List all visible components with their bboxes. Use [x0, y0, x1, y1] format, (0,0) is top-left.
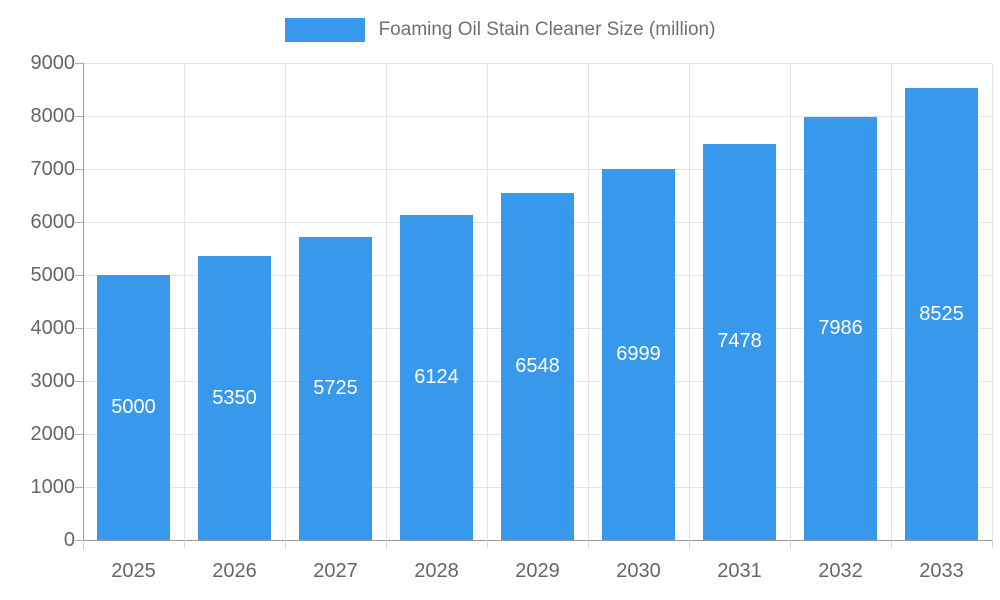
y-axis-tick	[75, 434, 83, 435]
x-axis-line	[75, 540, 992, 541]
gridline-vertical	[486, 63, 488, 540]
y-axis-tick	[75, 63, 83, 64]
bar-value-label: 5725	[313, 376, 358, 399]
y-axis-tick	[75, 487, 83, 488]
x-axis-label: 2033	[919, 560, 964, 582]
y-axis-label: 2000	[30, 423, 76, 445]
x-axis-label: 2027	[313, 560, 358, 582]
bar[interactable]: 7478	[703, 143, 776, 540]
x-axis-tick	[891, 540, 892, 548]
y-axis-label: 8000	[30, 105, 76, 127]
x-axis-tick	[487, 540, 488, 548]
gridline-vertical	[789, 63, 791, 540]
bar[interactable]: 6124	[400, 215, 473, 540]
gridline-vertical	[890, 63, 892, 540]
y-axis-label: 6000	[30, 211, 76, 233]
plot-area: 5000 5350 5725 6124 6548 6999 7478 7986 8525	[75, 62, 993, 549]
y-axis-label: 7000	[30, 158, 76, 180]
bar-value-label: 7986	[818, 316, 863, 339]
x-axis-tick	[184, 540, 185, 548]
gridline-vertical	[385, 63, 387, 540]
bar[interactable]: 7986	[804, 116, 877, 540]
legend-label: Foaming Oil Stain Cleaner Size (million)	[378, 19, 716, 40]
x-axis-tick	[992, 540, 993, 548]
bar-value-label: 6999	[616, 343, 661, 366]
bar-value-label: 6548	[515, 354, 560, 377]
legend: Foaming Oil Stain Cleaner Size (million)	[0, 18, 1000, 42]
y-axis-label: 4000	[30, 317, 76, 339]
x-axis-tick	[386, 540, 387, 548]
y-axis-label: 1000	[30, 476, 76, 498]
y-axis-tick	[75, 540, 83, 541]
gridline-vertical	[991, 63, 993, 540]
x-axis-tick	[83, 540, 84, 548]
x-axis-tick	[790, 540, 791, 548]
x-axis-label: 2031	[717, 560, 762, 582]
bar-value-label: 7478	[717, 330, 762, 353]
x-axis-label: 2026	[212, 560, 257, 582]
x-axis-label: 2032	[818, 560, 863, 582]
y-axis-tick	[75, 169, 83, 170]
y-axis-label: 5000	[30, 264, 76, 286]
bar[interactable]: 5000	[97, 275, 170, 540]
bar-value-label: 5000	[111, 396, 156, 418]
bar[interactable]: 6999	[602, 169, 675, 540]
bar[interactable]: 5350	[198, 256, 271, 540]
legend-item[interactable]: Foaming Oil Stain Cleaner Size (million)	[284, 18, 716, 42]
x-axis-tick	[588, 540, 589, 548]
bar[interactable]: 6548	[501, 192, 574, 540]
gridline-vertical	[688, 63, 690, 540]
y-axis-tick	[75, 116, 83, 117]
y-axis-tick	[75, 222, 83, 223]
bar-value-label: 8525	[919, 302, 964, 325]
y-axis-tick	[75, 381, 83, 382]
x-axis-label: 2030	[616, 560, 661, 582]
legend-swatch	[284, 18, 365, 42]
bar[interactable]: 8525	[905, 88, 978, 540]
gridline-vertical	[587, 63, 589, 540]
bar[interactable]: 5725	[299, 236, 372, 540]
y-axis-tick	[75, 328, 83, 329]
x-axis-label: 2025	[111, 560, 156, 582]
gridline-horizontal	[83, 168, 992, 170]
x-axis-label: 2029	[515, 560, 560, 582]
gridline-horizontal	[83, 62, 992, 64]
x-axis-label: 2028	[414, 560, 459, 582]
y-axis-line	[83, 63, 84, 549]
y-axis-label: 9000	[30, 52, 76, 74]
y-axis-tick	[75, 275, 83, 276]
x-axis-tick	[285, 540, 286, 548]
gridline-horizontal	[83, 115, 992, 117]
gridline-vertical	[183, 63, 185, 540]
y-axis-label: 0	[63, 529, 75, 551]
bar-value-label: 5350	[212, 386, 257, 409]
x-axis-tick	[689, 540, 690, 548]
bar-value-label: 6124	[414, 366, 459, 389]
gridline-vertical	[284, 63, 286, 540]
y-axis-label: 3000	[30, 370, 76, 392]
